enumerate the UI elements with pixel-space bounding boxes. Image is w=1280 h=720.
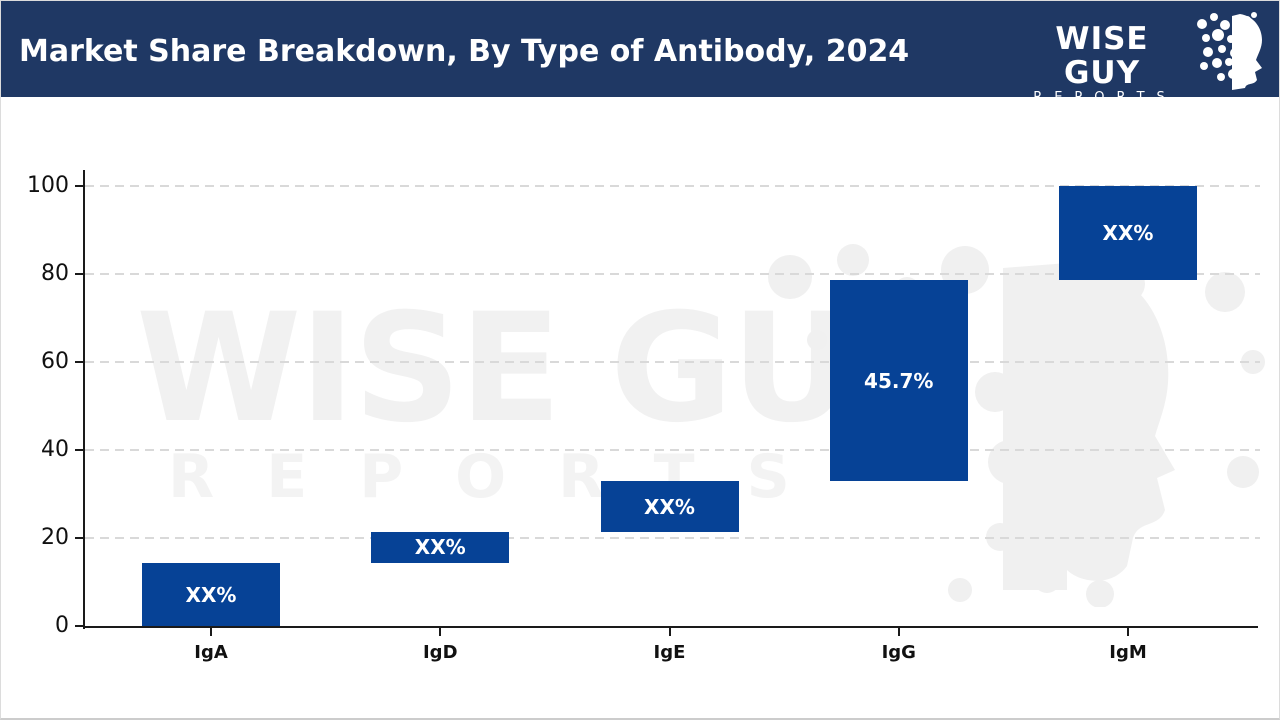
bar-value-label: XX% [185,582,237,607]
y-tick-label: 80 [41,261,69,286]
gridline-100 [85,185,1260,187]
gridline-40 [85,449,1260,451]
bar-value-label: XX% [644,494,695,519]
brand-name: WISE GUY [1055,21,1149,91]
y-tick-20 [75,537,83,539]
dot-head-logo-icon [1197,12,1262,90]
x-tick-IgD [439,628,442,636]
y-tick-label: 40 [41,437,69,462]
y-tick-40 [75,449,83,451]
y-tick-100 [75,185,83,187]
y-tick-60 [75,361,83,363]
y-tick-80 [75,273,83,275]
x-tick-IgG [897,628,900,636]
x-tick-IgM [1127,628,1129,636]
y-tick-label: 100 [27,173,69,198]
brand-subtitle: REPORTS [1033,90,1177,105]
watermark-dot-head-graphic [768,244,1265,607]
x-axis-label-IgA: IgA [194,642,228,663]
brand-logo: WISE GUY REPORTS [1016,6,1266,105]
x-axis-label-IgD: IgD [422,642,458,663]
bar-IgD: XX% [371,531,510,564]
bar-value-label: XX% [1102,221,1154,246]
gridline-80 [85,273,1260,275]
y-axis-line [83,170,85,629]
x-axis-label-IgM: IgM [1109,642,1147,663]
y-tick-label: 20 [41,525,69,550]
y-tick-label: 0 [55,613,69,638]
bar-IgA: XX% [142,563,280,626]
bar-IgM: XX% [1059,186,1197,281]
header-bar: Market Share Breakdown, By Type of Antib… [0,0,1280,105]
bar-value-label: XX% [414,535,466,560]
brand-logo-text: WISE GUY REPORTS [1016,22,1188,106]
y-tick-label: 60 [41,349,69,374]
y-tick-0 [75,625,83,627]
x-tick-IgA [210,628,212,636]
x-tick-IgE [668,628,671,636]
gridline-20 [85,537,1260,539]
x-axis-label-IgE: IgE [653,642,686,663]
chart-plot-area: 0 20 40 60 80 100 XX% IgA XX% IgD XX% IgE 45.7% IgG X… [27,170,1260,663]
gridline-60 [85,361,1260,363]
bar-IgE: XX% [600,481,739,532]
x-axis-line [83,626,1258,628]
watermark-brand-text: WISE GUY [136,282,960,456]
bar-value-label: 45.7% [864,368,934,393]
page-title: Market Share Breakdown, By Type of Antib… [19,34,910,69]
x-axis-label-IgG: IgG [881,642,916,663]
bar-IgG: 45.7% [829,280,968,482]
